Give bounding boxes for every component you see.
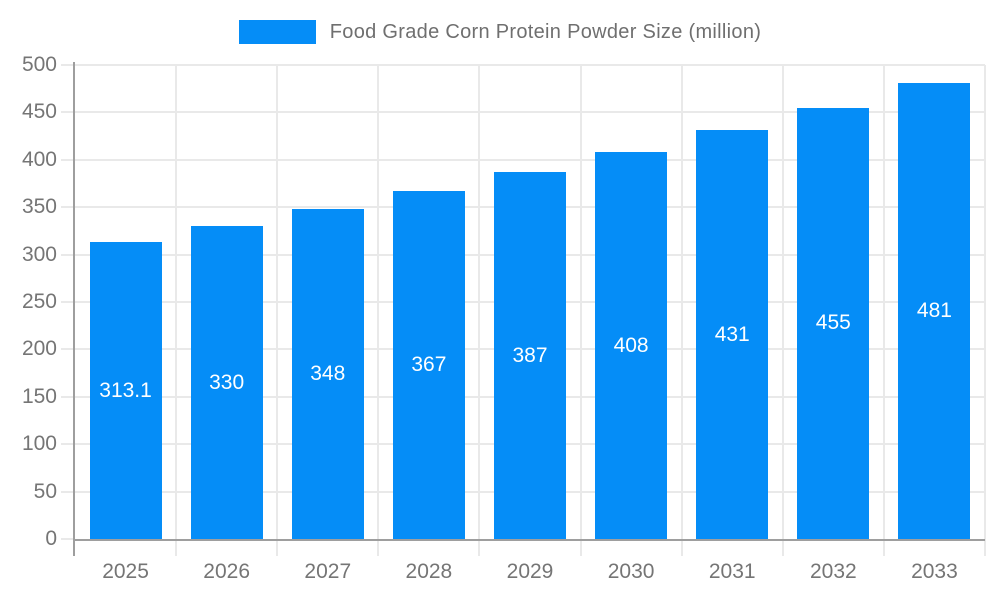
bar-2033: 481 <box>898 83 971 539</box>
bar-value-label: 455 <box>815 311 851 335</box>
bar-2027: 348 <box>291 209 364 539</box>
x-gridline <box>882 65 885 556</box>
y-tick-mark <box>61 253 75 256</box>
bar-value-label: 348 <box>310 362 346 386</box>
x-gridline <box>276 65 279 556</box>
bar-value-label: 431 <box>714 322 750 346</box>
y-tick-mark <box>61 158 75 161</box>
y-tick-mark <box>61 111 75 114</box>
y-tick-label: 100 <box>21 432 57 456</box>
x-axis <box>73 539 985 541</box>
bar-2030: 408 <box>595 152 668 539</box>
x-gridline <box>478 65 481 556</box>
x-tick-label: 2033 <box>911 560 958 583</box>
bar-value-label: 387 <box>512 343 548 367</box>
y-tick-label: 50 <box>33 479 57 503</box>
bar-2032: 455 <box>797 107 870 539</box>
bar-value-label: 408 <box>613 333 649 357</box>
bar-2029: 387 <box>494 172 566 539</box>
y-tick-label: 350 <box>21 195 57 219</box>
x-gridline <box>781 65 784 556</box>
x-gridline <box>984 65 986 556</box>
x-tick-label: 2029 <box>506 560 554 583</box>
bar-value-label: 330 <box>209 370 245 394</box>
y-tick-mark <box>61 395 75 398</box>
x-gridline <box>680 65 683 556</box>
bar-2025: 313.1 <box>89 242 162 539</box>
y-tick-mark <box>61 206 75 209</box>
y-tick-mark <box>61 490 75 493</box>
bar-2031: 431 <box>696 130 769 539</box>
x-tick-label: 2026 <box>203 560 251 583</box>
y-tick-label: 450 <box>21 100 57 124</box>
y-tick-mark <box>61 64 75 66</box>
y-tick-label: 0 <box>45 527 57 550</box>
x-tick-label: 2025 <box>102 560 149 583</box>
y-tick-label: 400 <box>21 147 57 171</box>
y-tick-label: 500 <box>21 53 57 76</box>
bar-2026: 330 <box>190 226 263 539</box>
bar-value-label: 367 <box>411 353 447 377</box>
y-gridline <box>75 64 985 66</box>
chart-legend: Food Grade Corn Protein Powder Size (mil… <box>0 20 1000 44</box>
y-tick-label: 250 <box>21 290 57 313</box>
x-tick-label: 2031 <box>708 560 756 583</box>
x-gridline <box>175 65 178 556</box>
legend-swatch <box>238 20 316 44</box>
y-axis <box>73 62 75 556</box>
y-tick-label: 150 <box>21 384 57 408</box>
y-tick-mark <box>61 301 75 303</box>
y-tick-mark <box>61 348 75 351</box>
x-tick-label: 2032 <box>809 560 857 583</box>
y-gridline <box>75 158 985 161</box>
bar-value-label: 481 <box>916 298 952 322</box>
bar-2028: 367 <box>392 191 465 539</box>
bar-value-label: 313.1 <box>99 378 152 402</box>
y-tick-mark <box>61 443 75 446</box>
x-gridline <box>579 65 582 556</box>
x-gridline <box>377 65 380 556</box>
x-tick-label: 2027 <box>304 560 352 583</box>
legend-label: Food Grade Corn Protein Powder Size (mil… <box>329 20 762 43</box>
y-tick-label: 200 <box>21 337 57 361</box>
x-tick-label: 2028 <box>405 560 453 583</box>
x-tick-label: 2030 <box>607 560 655 583</box>
y-gridline <box>75 111 985 114</box>
y-tick-mark <box>61 538 75 540</box>
y-tick-label: 300 <box>21 242 57 266</box>
